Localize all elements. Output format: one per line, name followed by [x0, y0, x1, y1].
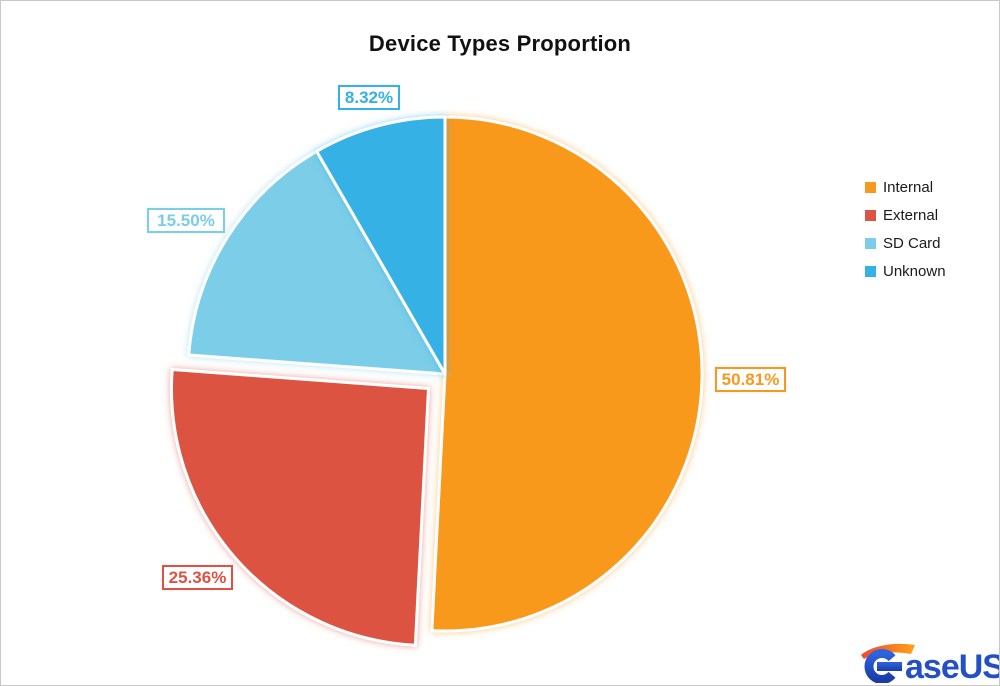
chart-title: Device Types Proportion	[368, 31, 632, 56]
legend-item-unknown: Unknown	[865, 257, 946, 285]
pct-label-external: 25.36%	[162, 565, 233, 590]
legend-label-internal: Internal	[883, 178, 934, 196]
legend-item-external: External	[865, 201, 946, 229]
easeus-logo-graphic: aseUS	[861, 643, 1000, 683]
pie-slice-internal	[430, 115, 704, 633]
legend: Internal External SD Card Unknown	[865, 173, 946, 285]
pie-slice-unknown	[315, 115, 447, 376]
legend-label-unknown: Unknown	[883, 262, 946, 280]
pct-label-sd-card: 15.50%	[147, 208, 225, 233]
pie-slice-external	[170, 368, 430, 647]
legend-item-internal: Internal	[865, 173, 946, 201]
legend-label-sd-card: SD Card	[883, 234, 941, 252]
easeus-logo-e-curve	[864, 649, 896, 683]
easeus-wordmark: aseUS	[905, 648, 1000, 683]
legend-item-sd-card: SD Card	[865, 229, 946, 257]
legend-swatch-unknown	[865, 265, 876, 277]
pct-label-unknown: 8.32%	[338, 85, 400, 110]
pct-label-internal: 50.81%	[715, 367, 786, 392]
easeus-logo-e-bar	[877, 662, 902, 671]
easeus-logo: aseUS	[853, 641, 1000, 683]
legend-swatch-external	[865, 209, 876, 221]
pie-slice-sd-card	[187, 149, 447, 376]
legend-swatch-internal	[865, 181, 876, 193]
legend-swatch-sd-card	[865, 237, 876, 249]
legend-label-external: External	[883, 206, 939, 224]
